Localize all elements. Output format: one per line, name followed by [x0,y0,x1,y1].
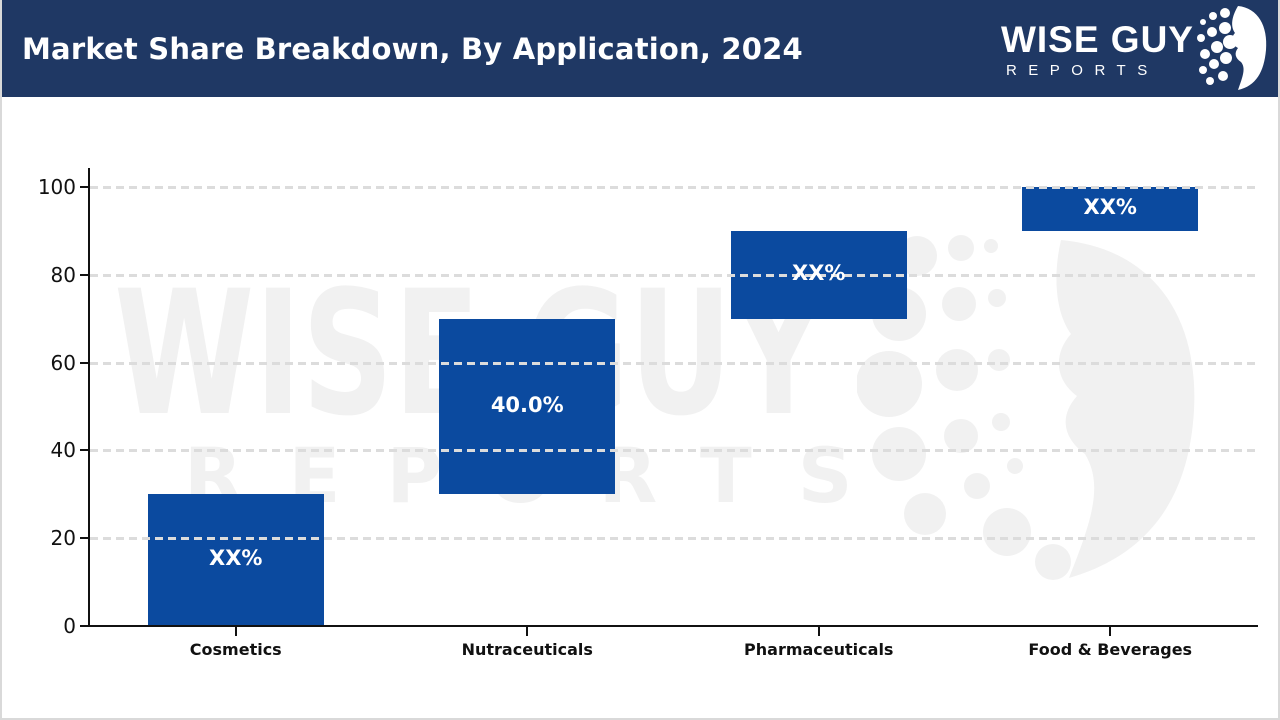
x-tick-mark-cosmetics [234,627,237,636]
y-tick-mark-0 [80,625,89,627]
watermark-face-icon [857,235,1195,580]
y-axis-line [88,168,90,627]
gridline-40 [90,449,1256,453]
y-tick-label-20: 20 [50,526,76,551]
y-tick-mark-20 [80,537,89,540]
bar-nutraceuticals [439,318,616,495]
logo: WISE GUY REPORTS [1001,5,1270,93]
x-tick-mark-pharmaceuticals [817,627,820,636]
x-axis-label-nutraceuticals: Nutraceuticals [461,640,593,659]
y-tick-mark-60 [80,361,89,364]
gridline-20 [90,537,1256,541]
logo-wordmark-line1: WISE GUY [1000,19,1194,60]
logo-wordmark: WISE GUY REPORTS [1001,19,1194,79]
bar-label-cosmetics: XX% [209,546,263,571]
logo-wordmark-line2: REPORTS [1005,62,1159,79]
gridline-80 [90,273,1256,277]
y-tick-label-60: 60 [50,350,76,375]
chart-title: Market Share Breakdown, By Application, … [22,31,803,66]
gridline-60 [90,361,1256,365]
x-axis-label-food-beverages: Food & Beverages [1028,640,1193,659]
y-tick-label-100: 100 [37,175,76,199]
bar-food-beverages [1022,187,1199,231]
y-tick-label-0: 0 [63,614,76,638]
bar-label-nutraceuticals: 40.0% [490,392,564,417]
y-tick-mark-40 [80,449,89,452]
x-tick-mark-food-beverages [1109,627,1112,636]
y-tick-label-80: 80 [50,262,76,287]
bar-cosmetics [147,494,324,626]
bar-label-pharmaceuticals: XX% [792,260,846,285]
y-tick-label-40: 40 [50,438,76,463]
y-tick-mark-80 [80,273,89,276]
header-bar: Market Share Breakdown, By Application, … [2,0,1278,97]
y-tick-mark-100 [80,186,89,188]
x-axis-label-cosmetics: Cosmetics [189,640,282,659]
logo-face-icon [1197,6,1267,90]
x-axis-label-pharmaceuticals: Pharmaceuticals [744,640,894,659]
bar-label-food-beverages: XX% [1083,194,1137,219]
x-tick-mark-nutraceuticals [526,627,529,636]
gridline-100 [90,186,1256,189]
x-axis-line [88,625,1258,627]
